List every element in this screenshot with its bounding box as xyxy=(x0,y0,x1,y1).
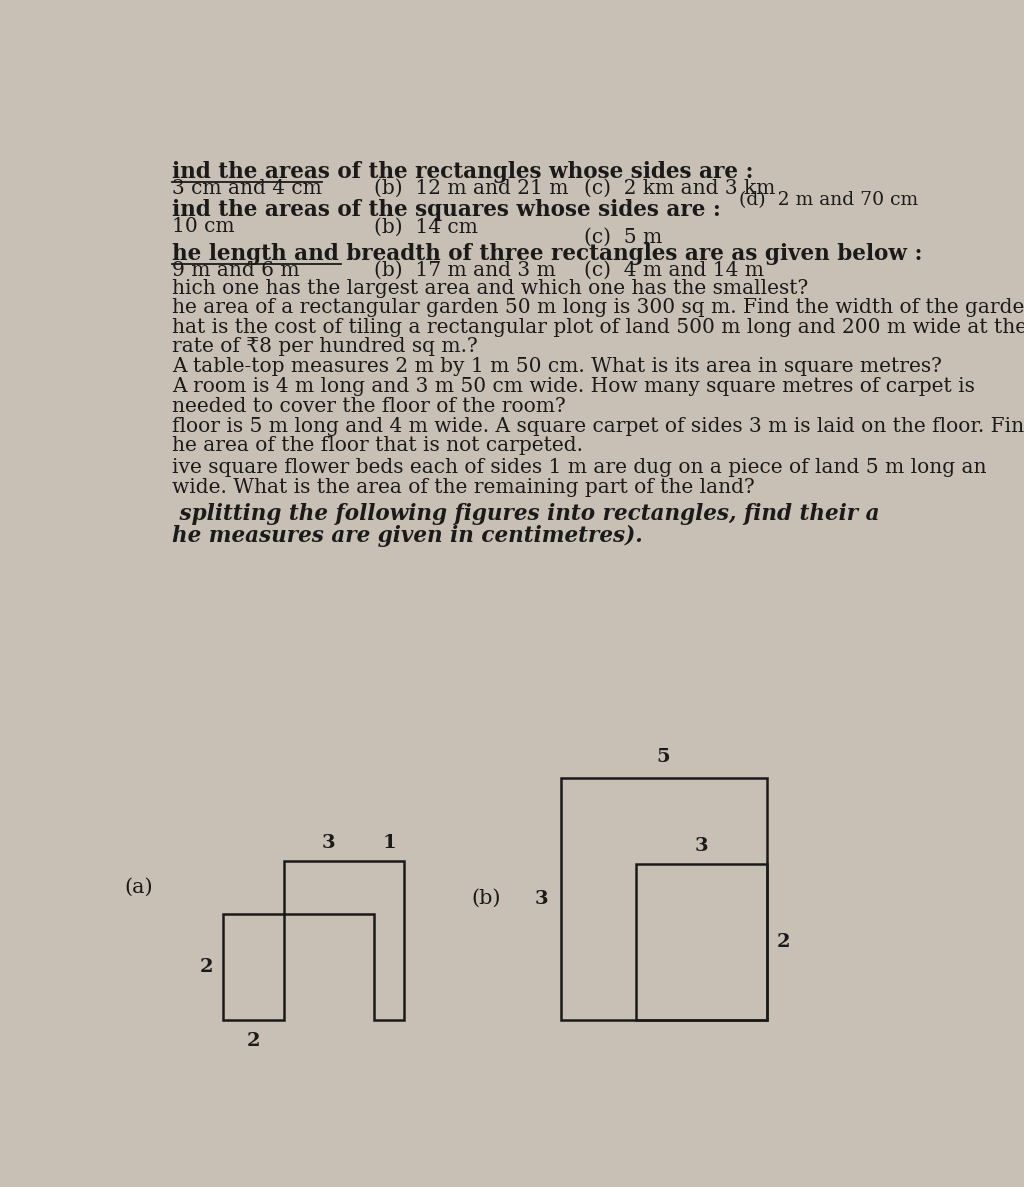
Text: 3: 3 xyxy=(694,837,709,856)
Text: (a): (a) xyxy=(124,878,153,897)
Text: he length and breadth of three rectangles are as given below :: he length and breadth of three rectangle… xyxy=(172,243,923,265)
Text: (b)  17 m and 3 m: (b) 17 m and 3 m xyxy=(374,261,556,280)
Text: hat is the cost of tiling a rectangular plot of land 500 m long and 200 m wide a: hat is the cost of tiling a rectangular … xyxy=(172,318,1024,337)
Text: 2: 2 xyxy=(776,933,790,951)
Text: he area of the floor that is not carpeted.: he area of the floor that is not carpete… xyxy=(172,436,583,455)
Text: (b)  12 m and 21 m: (b) 12 m and 21 m xyxy=(374,179,568,198)
Text: 3 cm and 4 cm: 3 cm and 4 cm xyxy=(172,179,322,198)
Text: (c)  4 m and 14 m: (c) 4 m and 14 m xyxy=(585,261,764,280)
Text: ind the areas of the rectangles whose sides are :: ind the areas of the rectangles whose si… xyxy=(172,160,753,183)
Text: floor is 5 m long and 4 m wide. A square carpet of sides 3 m is laid on the floo: floor is 5 m long and 4 m wide. A square… xyxy=(172,417,1024,436)
Bar xyxy=(636,864,767,1020)
Text: A table-top measures 2 m by 1 m 50 cm. What is its area in square metres?: A table-top measures 2 m by 1 m 50 cm. W… xyxy=(172,357,941,376)
Bar xyxy=(560,777,767,1020)
Text: 3: 3 xyxy=(535,890,549,908)
Text: (c)  5 m: (c) 5 m xyxy=(585,228,663,247)
Text: 2: 2 xyxy=(200,958,213,976)
Text: 2: 2 xyxy=(247,1032,260,1049)
Text: needed to cover the floor of the room?: needed to cover the floor of the room? xyxy=(172,396,565,415)
Text: rate of ₹8 per hundred sq m.?: rate of ₹8 per hundred sq m.? xyxy=(172,337,477,356)
Text: 1: 1 xyxy=(382,833,396,852)
Text: 9 m and 6 m: 9 m and 6 m xyxy=(172,261,299,280)
Text: 10 cm: 10 cm xyxy=(172,217,234,236)
Text: he area of a rectangular garden 50 m long is 300 sq m. Find the width of the gar: he area of a rectangular garden 50 m lon… xyxy=(172,298,1024,317)
Text: (b)  14 cm: (b) 14 cm xyxy=(374,217,478,236)
Text: 3: 3 xyxy=(322,833,336,852)
Text: wide. What is the area of the remaining part of the land?: wide. What is the area of the remaining … xyxy=(172,478,755,497)
Text: ind the areas of the squares whose sides are :: ind the areas of the squares whose sides… xyxy=(172,199,721,221)
Text: (c)  2 km and 3 km: (c) 2 km and 3 km xyxy=(585,179,776,198)
Text: ive square flower beds each of sides 1 m are dug on a piece of land 5 m long an: ive square flower beds each of sides 1 m… xyxy=(172,458,986,477)
Text: splitting the following figures into rectangles, find their a: splitting the following figures into rec… xyxy=(172,502,880,525)
Text: 5: 5 xyxy=(656,748,671,766)
Text: hich one has the largest area and which one has the smallest?: hich one has the largest area and which … xyxy=(172,279,808,298)
Text: (b): (b) xyxy=(471,889,501,908)
Text: A room is 4 m long and 3 m 50 cm wide. How many square metres of carpet is: A room is 4 m long and 3 m 50 cm wide. H… xyxy=(172,377,975,396)
Text: (d)  2 m and 70 cm: (d) 2 m and 70 cm xyxy=(739,191,919,209)
Text: he measures are given in centimetres).: he measures are given in centimetres). xyxy=(172,525,642,546)
